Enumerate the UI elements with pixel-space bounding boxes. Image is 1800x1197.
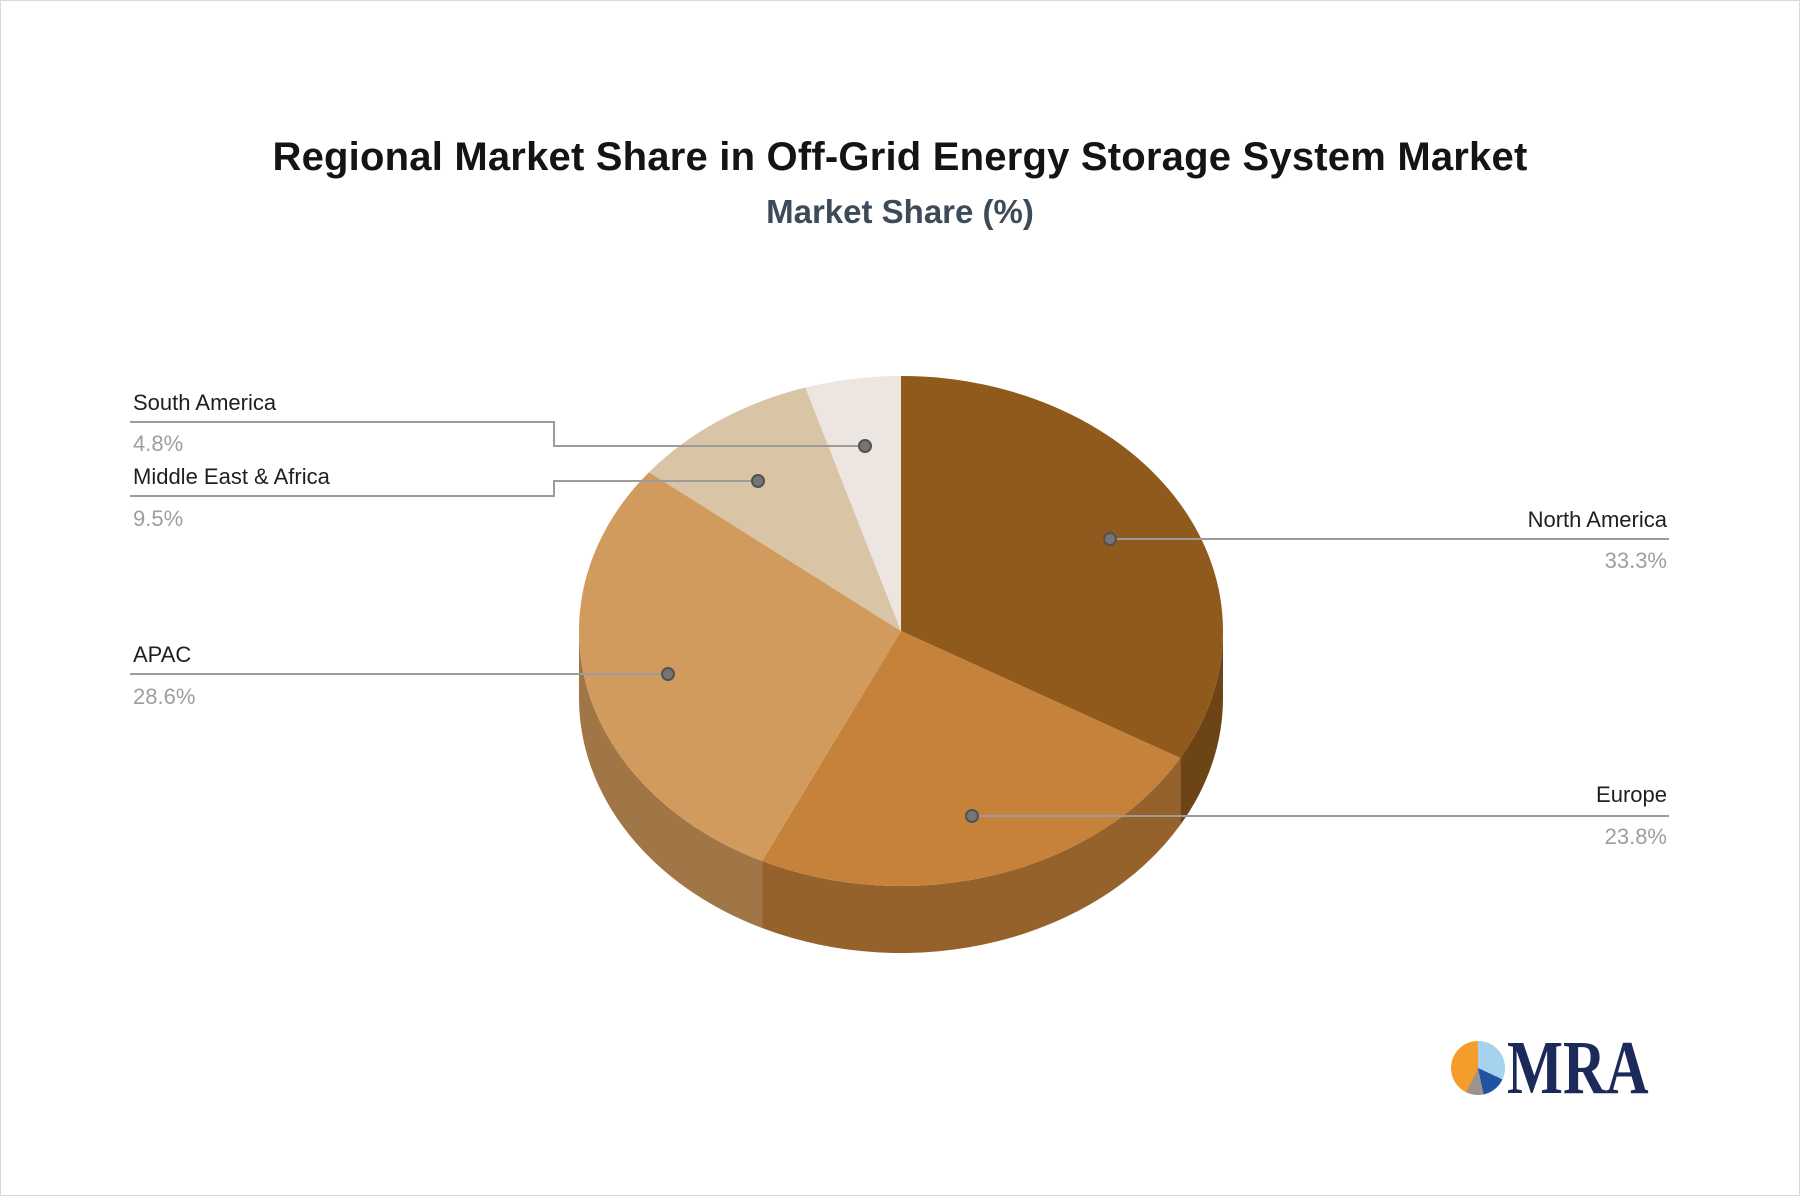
callout-dot-south-america bbox=[858, 439, 872, 453]
callout-connectors bbox=[130, 421, 1669, 823]
callout-dot-europe bbox=[965, 809, 979, 823]
callout-line-south-america bbox=[130, 421, 859, 447]
pie-slices bbox=[579, 376, 1224, 953]
slice-label-middle-east-africa: Middle East & Africa bbox=[133, 464, 330, 489]
slice-value-europe: 23.8% bbox=[1604, 824, 1667, 849]
chart-title: Regional Market Share in Off-Grid Energy… bbox=[272, 135, 1528, 179]
callout-line-middle-east-africa bbox=[130, 480, 752, 497]
pie-slice-apac[interactable] bbox=[579, 472, 901, 862]
chart-subtitle: Market Share (%) bbox=[766, 193, 1034, 230]
pie-slice-north-america[interactable] bbox=[901, 376, 1224, 759]
slice-value-south-america: 4.8% bbox=[133, 431, 184, 456]
pie-rim-north-america bbox=[1180, 631, 1224, 826]
pie-slice-south-america[interactable] bbox=[805, 376, 901, 631]
callout-dot-north-america bbox=[1103, 532, 1117, 546]
slice-label-apac: APAC bbox=[133, 642, 192, 667]
slice-label-south-america: South America bbox=[133, 390, 277, 415]
pie-rim-apac bbox=[579, 631, 763, 929]
callout-dot-middle-east-africa bbox=[751, 474, 765, 488]
callout-dot-apac bbox=[661, 667, 675, 681]
pie-rim-europe bbox=[762, 758, 1181, 953]
pie-slice-europe[interactable] bbox=[762, 631, 1181, 886]
slice-value-middle-east-africa: 9.5% bbox=[133, 506, 184, 531]
pie-slice-middle-east-africa[interactable] bbox=[649, 387, 901, 631]
slice-label-europe: Europe bbox=[1596, 782, 1667, 807]
slice-value-north-america: 33.3% bbox=[1604, 548, 1667, 573]
slice-value-apac: 28.6% bbox=[133, 684, 196, 709]
brand-logo[interactable]: MRA bbox=[1451, 1026, 1689, 1110]
brand-logo-text: MRA bbox=[1507, 1026, 1649, 1110]
pie-chart-icon bbox=[1451, 1041, 1505, 1095]
slice-label-north-america: North America bbox=[1527, 507, 1667, 532]
